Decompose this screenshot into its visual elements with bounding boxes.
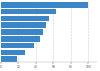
Bar xyxy=(1,56,17,62)
Bar xyxy=(1,2,88,8)
Bar xyxy=(1,29,43,35)
Bar xyxy=(1,16,49,21)
Bar xyxy=(1,36,40,42)
Bar xyxy=(1,49,25,55)
Bar xyxy=(1,22,46,28)
Bar xyxy=(1,9,56,14)
Bar xyxy=(1,43,34,48)
